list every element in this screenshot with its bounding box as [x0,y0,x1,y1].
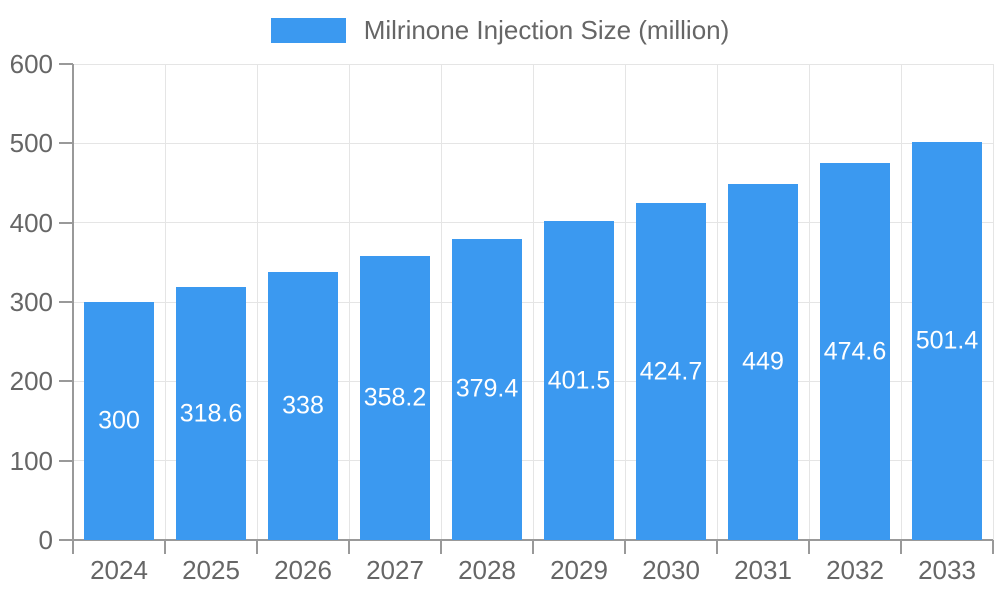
y-axis-line [72,64,74,554]
gridline-vertical [440,64,442,540]
x-tick [440,540,442,554]
bar: 401.5 [544,221,614,540]
y-tick-label: 600 [9,49,53,79]
x-tick-label: 2031 [734,555,792,585]
x-tick-label: 2024 [90,555,148,585]
x-tick-label: 2033 [918,555,976,585]
gridline-vertical [716,64,718,540]
bar: 474.6 [820,163,890,540]
y-tick-label: 100 [9,445,53,476]
x-tick-label: 2032 [826,555,884,585]
gridline-vertical [900,64,902,540]
bar: 424.7 [636,203,706,540]
gridline-vertical [256,64,258,540]
bar: 501.4 [912,142,982,540]
bar-value-label: 300 [98,406,140,435]
bar-value-label: 474.6 [823,337,887,366]
y-tick [59,459,73,462]
gridline-vertical [992,64,994,540]
bar-value-label: 501.4 [915,326,979,355]
legend-swatch [270,17,346,43]
legend: Milrinone Injection Size (million) [0,15,1000,45]
x-tick [256,540,258,554]
bar-value-label: 449 [742,347,784,376]
y-tick [59,142,73,145]
bar-value-label: 358.2 [363,383,427,412]
x-tick-label: 2027 [366,555,424,585]
y-tick-label: 500 [9,128,53,159]
gridline-vertical [808,64,810,540]
x-tick-label: 2028 [458,555,516,585]
bar-value-label: 401.5 [547,366,611,395]
x-tick-label: 2030 [642,555,700,585]
bar: 379.4 [452,239,522,540]
x-tick [808,540,810,554]
y-tick [59,301,73,303]
x-tick [900,540,902,554]
bar: 449 [728,183,798,540]
legend-label: Milrinone Injection Size (million) [363,15,730,45]
gridline-vertical [348,64,350,540]
x-tick [348,540,350,554]
x-tick-label: 2026 [274,555,332,585]
bar-value-label: 338 [282,391,324,420]
bar: 338 [268,271,338,540]
x-tick-label: 2029 [550,555,608,585]
gridline-vertical [532,64,534,540]
gridline-vertical [164,64,166,540]
bar: 300 [84,302,154,540]
bar-value-label: 424.7 [639,357,703,386]
y-tick-label: 300 [9,287,53,317]
y-tick-label: 400 [9,207,53,238]
x-tick [716,540,718,554]
bar-value-label: 318.6 [179,399,243,428]
x-tick [624,540,626,554]
bar: 318.6 [176,287,246,540]
bar: 358.2 [360,255,430,540]
x-axis-line [59,539,993,541]
x-tick [164,540,166,554]
y-tick-label: 200 [9,366,53,397]
legend-item[interactable]: Milrinone Injection Size (million) [270,15,730,45]
y-tick [59,221,73,224]
bar-value-label: 379.4 [455,374,519,403]
y-tick-label: 0 [38,525,53,555]
x-tick [992,540,994,554]
y-tick [59,380,73,383]
x-tick [532,540,534,554]
gridline-vertical [624,64,626,540]
x-tick-label: 2025 [182,555,240,585]
y-tick [59,63,73,65]
